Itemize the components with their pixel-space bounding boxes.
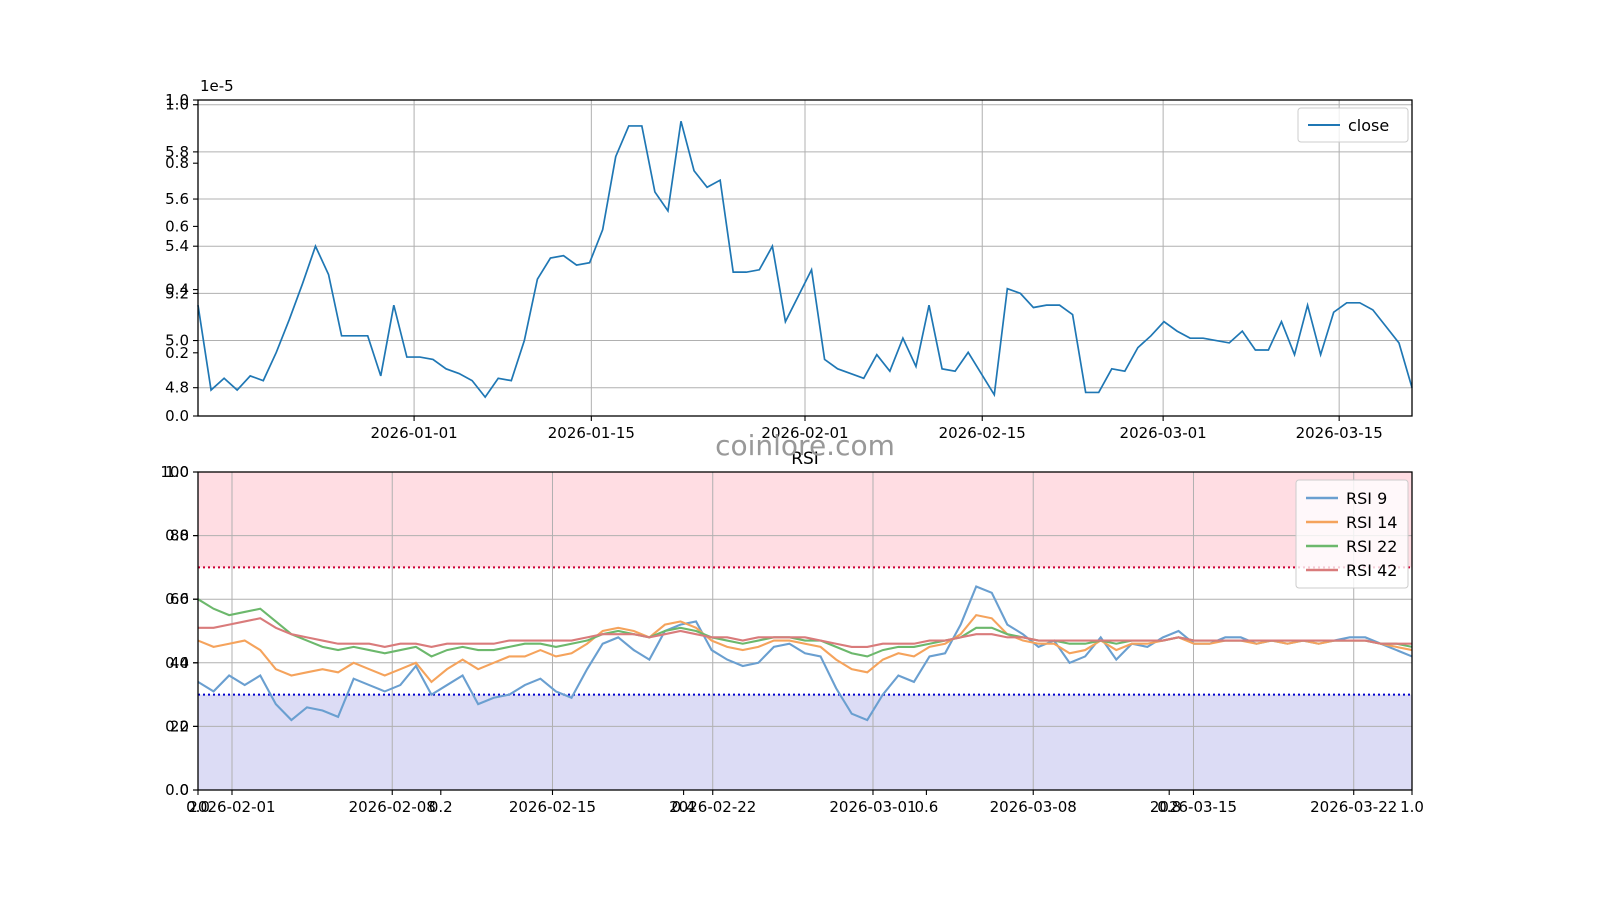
price-xtick-label: 2026-02-01	[761, 424, 848, 442]
rsi-ytick-label-secondary: 0.0	[165, 781, 189, 799]
rsi-legend-label-rsi-9: RSI 9	[1346, 489, 1387, 508]
price-legend-box	[1297, 107, 1409, 143]
price-xtick-label: 2026-03-15	[1296, 424, 1383, 442]
rsi-series-rsi-42	[198, 617, 1412, 648]
price-xtick-label: 2026-02-15	[939, 424, 1026, 442]
price-ytick-label: 4.8	[165, 379, 189, 397]
rsi-xtick-label: 2026-02-01	[188, 798, 275, 816]
rsi-legend-box	[1295, 479, 1409, 589]
price-ytick-label: 5.2	[165, 284, 189, 302]
rsi-ytick-label-secondary: 0.6	[165, 590, 189, 608]
rsi-panel-title: RSI	[791, 449, 819, 469]
price-ytick-label-secondary: 0.4	[165, 281, 189, 299]
price-ytick-label-secondary: 0.2	[165, 344, 189, 362]
rsi-ytick-label-secondary: 0.2	[165, 717, 189, 735]
rsi-ytick-label: 60	[170, 590, 189, 608]
rsi-ytick-label: 0	[179, 781, 189, 799]
rsi-xtick-label: 2026-03-01	[829, 798, 916, 816]
price-xtick-label: 2026-01-15	[548, 424, 635, 442]
rsi-xtick-label-secondary: 1.0	[1400, 798, 1424, 816]
rsi-oversold-band	[198, 694, 1412, 790]
rsi-legend[interactable]: RSI 9 RSI 14 RSI 22 RSI 42	[1295, 479, 1409, 589]
watermark-text: coinlore.com	[715, 429, 895, 462]
rsi-ytick-label: 20	[170, 717, 189, 735]
rsi-ytick-label: 40	[170, 654, 189, 672]
rsi-ytick-label-secondary: 1.0	[165, 463, 189, 481]
rsi-xtick-label: 2026-02-08	[349, 798, 436, 816]
rsi-legend-label-rsi-42: RSI 42	[1346, 561, 1397, 580]
price-ytick-label: 5.6	[165, 190, 189, 208]
rsi-ytick-label-secondary: 0.8	[165, 527, 189, 545]
rsi-xtick-label-secondary: 0.0	[186, 798, 210, 816]
price-legend[interactable]: close	[1297, 107, 1409, 143]
price-ytick-label: 5.0	[165, 332, 189, 350]
rsi-panel: 0 20 40 60 80 100 0.0 0.2 0.4 0.6 0.8 1.0 2026-02-01…	[160, 449, 1424, 816]
rsi-xtick-label: 2026-03-08	[990, 798, 1077, 816]
rsi-xtick-label-secondary: 0.6	[914, 798, 938, 816]
rsi-ytick-label-secondary: 0.4	[165, 654, 189, 672]
price-legend-label-close: close	[1348, 116, 1389, 135]
rsi-ytick-label: 80	[170, 527, 189, 545]
price-ytick-label: 5.4	[165, 237, 189, 255]
price-xtick-label: 2026-03-01	[1120, 424, 1207, 442]
rsi-series-rsi-14	[197, 613, 1413, 684]
rsi-xtick-label: 2026-02-15	[509, 798, 596, 816]
rsi-xtick-label-secondary: 0.8	[1157, 798, 1181, 816]
price-panel: 4.8 5.0 5.2 5.4 5.6 5.8 1.0 0.0 0.2 0.4 0.6 0.8 1.0 1…	[165, 77, 1413, 442]
rsi-axes-frame	[197, 471, 1413, 791]
price-ytick-label-secondary: 0.8	[165, 154, 189, 172]
rsi-xtick-label-secondary: 0.2	[429, 798, 453, 816]
price-yaxis-offset-text: 1e-5	[200, 77, 234, 95]
rsi-xtick-label: 2026-02-22	[669, 798, 756, 816]
rsi-xtick-label: 2026-03-15	[1150, 798, 1237, 816]
rsi-overbought-band	[198, 472, 1412, 568]
price-ytick-label: 1.0	[165, 96, 189, 114]
price-ytick-label-secondary: 0.0	[165, 407, 189, 425]
price-xtick-label: 2026-01-01	[370, 424, 457, 442]
rsi-xtick-label: 2026-03-22	[1310, 798, 1397, 816]
rsi-ytick-label: 100	[160, 463, 189, 481]
price-ytick-label-secondary: 0.6	[165, 217, 189, 235]
rsi-xtick-label-secondary: 0.4	[672, 798, 696, 816]
rsi-legend-label-rsi-22: RSI 22	[1346, 537, 1397, 556]
rsi-legend-label-rsi-14: RSI 14	[1346, 513, 1397, 532]
price-ytick-label-secondary: 1.0	[165, 91, 189, 109]
price-ytick-label: 5.8	[165, 143, 189, 161]
price-series-close	[197, 121, 1413, 399]
